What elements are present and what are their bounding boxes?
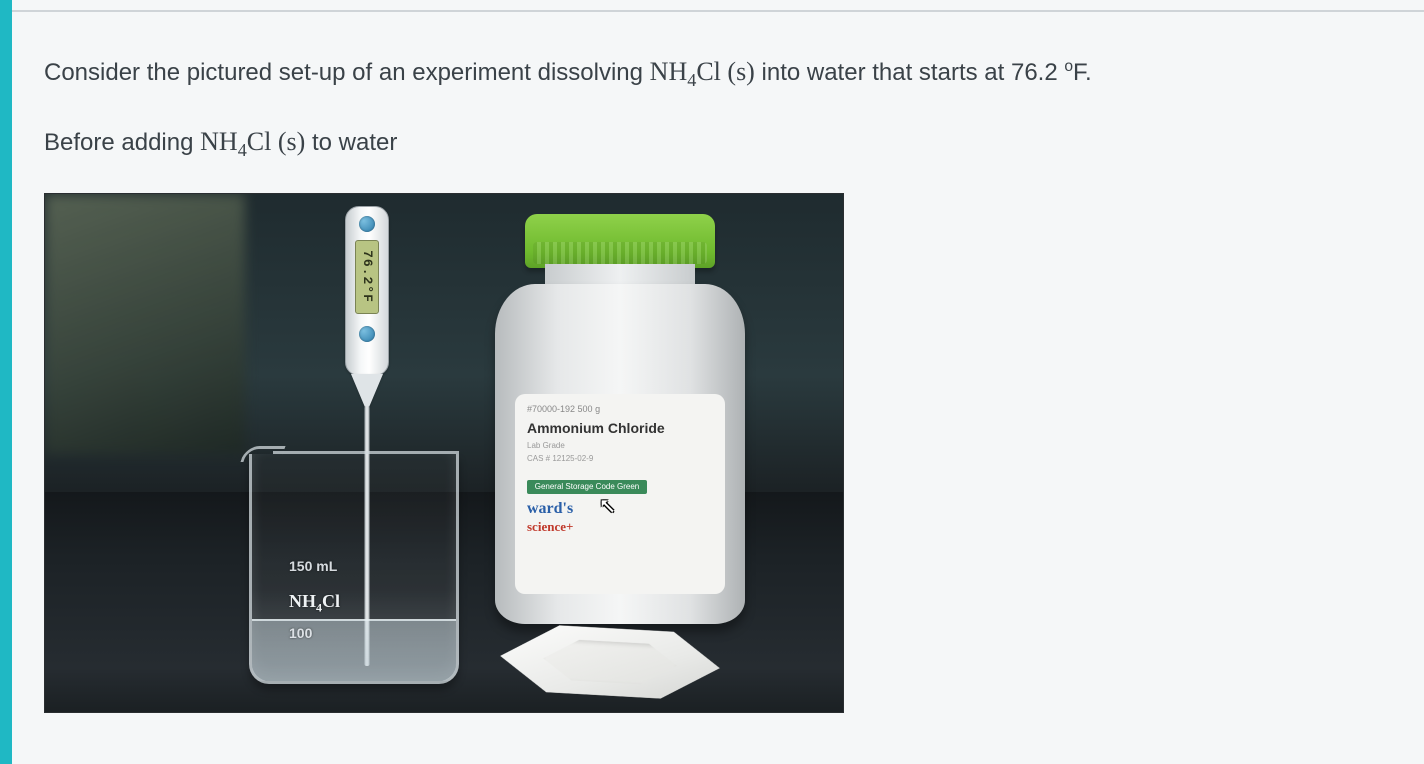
- question-block: Consider the pictured set-up of an exper…: [20, 52, 1404, 165]
- bottle-cap: [525, 214, 715, 268]
- chemical-name: Ammonium Chloride: [527, 420, 713, 436]
- question-line-2: Before adding NH4Cl (s) to water: [44, 122, 1404, 164]
- thermometer-reading: 76.2°F: [360, 251, 375, 304]
- content-area: Consider the pictured set-up of an exper…: [12, 0, 1424, 764]
- temperature-unit: oF: [1064, 59, 1085, 86]
- page-accent-bar: [0, 0, 12, 764]
- thermometer-button-icon: [359, 326, 375, 342]
- brand-science: science+: [527, 519, 573, 534]
- question-line-1: Consider the pictured set-up of an exper…: [44, 52, 1404, 94]
- product-code: #70000-192 500 g: [527, 404, 713, 414]
- beaker-rim: [273, 451, 459, 454]
- label-spec: CAS # 12125-02-9: [527, 453, 713, 466]
- weigh-boat-hex: [489, 621, 732, 703]
- cursor-icon: ⭦︎: [600, 494, 614, 520]
- brand-logo: ward's science+: [527, 500, 713, 536]
- beaker-mark: 100: [289, 621, 340, 646]
- text-fragment: to water: [312, 129, 397, 156]
- experiment-photo: 76.2°F #70000-192 500 g Ammonium Chlorid…: [44, 193, 844, 713]
- label-spec: Lab Grade: [527, 440, 713, 453]
- brand-wards: ward's: [527, 500, 573, 517]
- formula-nh4cl: NH4Cl (s): [650, 57, 755, 86]
- temperature-value: 76.2: [1011, 59, 1058, 86]
- beaker-water: [252, 619, 456, 681]
- weigh-boat: [475, 592, 745, 713]
- beaker-handwritten-label: NH4Cl: [289, 585, 340, 619]
- thermometer-button-icon: [359, 216, 375, 232]
- reagent-bottle: #70000-192 500 g Ammonium Chloride Lab G…: [485, 214, 755, 634]
- bottle-label: #70000-192 500 g Ammonium Chloride Lab G…: [515, 394, 725, 594]
- glass-beaker: 150 mL NH4Cl 100: [249, 454, 459, 684]
- thermometer-lcd: 76.2°F: [355, 240, 379, 314]
- formula-nh4cl: NH4Cl (s): [200, 127, 305, 156]
- text-fragment: Consider the pictured set-up of an exper…: [44, 59, 650, 86]
- divider: [12, 10, 1424, 12]
- text-fragment: Before adding: [44, 129, 200, 156]
- storage-code-bar: General Storage Code Green: [527, 480, 647, 494]
- text-fragment: into water that starts at: [762, 59, 1011, 86]
- text-fragment: .: [1085, 59, 1092, 86]
- beaker-markings: 150 mL NH4Cl 100: [289, 554, 340, 647]
- beaker-mark: 150 mL: [289, 554, 340, 579]
